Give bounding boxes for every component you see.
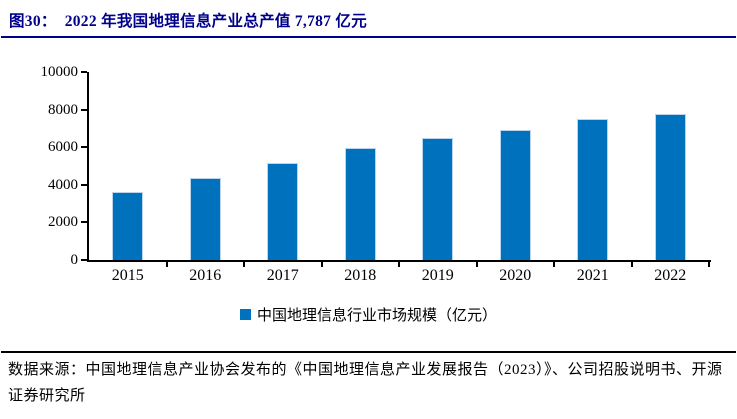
x-axis-tick <box>320 260 323 267</box>
y-axis-tick-label: 10000 <box>40 64 79 80</box>
x-axis-tick <box>165 260 168 267</box>
y-axis-tick <box>81 221 87 224</box>
legend-swatch <box>239 308 251 320</box>
x-axis-label: 2022 <box>654 267 687 284</box>
bar-2015 <box>112 192 144 260</box>
y-axis-tick-label: 2000 <box>48 214 78 231</box>
figure-title: 2022 年我国地理信息产业总产值 7,787 亿元 <box>64 13 368 30</box>
y-axis-tick-label: 4000 <box>48 176 78 193</box>
legend-label: 中国地理信息行业市场规模（亿元） <box>256 307 497 324</box>
x-axis-label: 2021 <box>576 267 609 284</box>
y-axis-tick-label: 8000 <box>48 101 78 118</box>
x-axis-label: 2016 <box>189 267 222 284</box>
bar-2018 <box>344 148 376 260</box>
y-axis-tick <box>81 108 87 111</box>
chart-legend: 中国地理信息行业市场规模（亿元） <box>0 306 737 324</box>
bar-2019 <box>422 138 454 260</box>
x-axis-tick <box>475 260 478 267</box>
bar-chart: 0 2000 4000 6000 8000 10000 2015 2016 2017 2018 20… <box>0 55 737 285</box>
bar-2017 <box>267 162 299 260</box>
y-axis-tick-label: 0 <box>70 252 79 268</box>
x-axis-tick <box>708 260 710 267</box>
y-axis-tick <box>81 259 87 261</box>
x-axis-tick <box>398 260 400 267</box>
bar-2020 <box>499 130 531 260</box>
figure-header: 图30： 2022 年我国地理信息产业总产值 7,787 亿元 <box>1 0 736 38</box>
x-axis-label: 2018 <box>344 267 377 284</box>
bar-2021 <box>577 118 609 260</box>
x-axis-tick <box>243 260 245 267</box>
x-axis-label: 2015 <box>111 267 144 284</box>
y-axis-tick-label: 6000 <box>48 139 78 156</box>
bar-2022 <box>654 113 686 260</box>
source-footer: 数据来源：中国地理信息产业协会发布的《中国地理信息产业发展报告（2023）》、公… <box>1 351 736 409</box>
source-text: 数据来源：中国地理信息产业协会发布的《中国地理信息产业发展报告（2023）》、公… <box>8 362 723 404</box>
x-axis-tick <box>630 260 633 267</box>
x-axis-label: 2019 <box>421 267 454 284</box>
y-axis-tick <box>81 71 87 73</box>
bar-2016 <box>189 178 221 260</box>
figure-number: 图30： <box>9 13 57 30</box>
y-axis-line <box>87 72 89 262</box>
x-axis-label: 2017 <box>266 267 299 284</box>
x-axis-label: 2020 <box>499 267 532 284</box>
x-axis-tick <box>553 260 555 267</box>
y-axis-tick <box>81 183 87 186</box>
y-axis-tick <box>81 146 87 149</box>
